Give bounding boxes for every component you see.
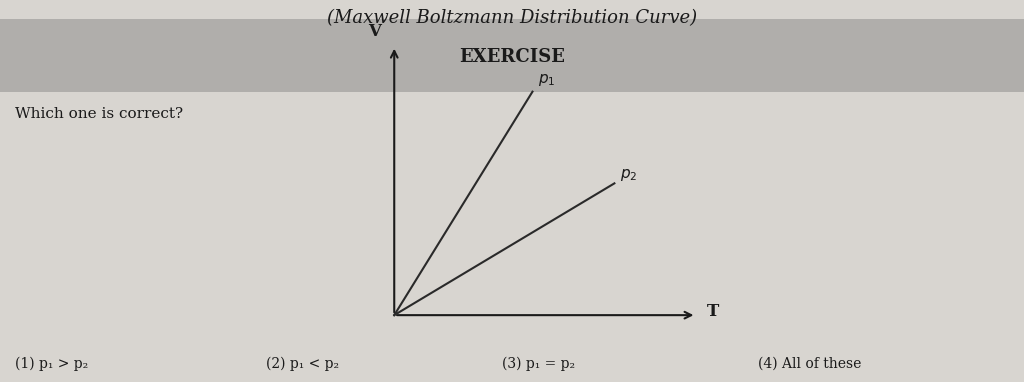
Text: (2) p₁ < p₂: (2) p₁ < p₂ [266,356,339,371]
Text: (3) p₁ = p₂: (3) p₁ = p₂ [502,356,574,371]
Text: $p_2$: $p_2$ [620,167,637,183]
Text: EXERCISE: EXERCISE [459,48,565,66]
Text: V: V [368,23,381,40]
Text: (Maxwell Boltzmann Distribution Curve): (Maxwell Boltzmann Distribution Curve) [327,10,697,28]
Bar [0,19,1024,92]
Text: $p_1$: $p_1$ [538,72,555,88]
Text: (4) All of these: (4) All of these [758,356,861,371]
Text: T: T [707,303,719,320]
Text: (1) p₁ > p₂: (1) p₁ > p₂ [15,356,89,371]
Text: Which one is correct?: Which one is correct? [15,107,183,121]
